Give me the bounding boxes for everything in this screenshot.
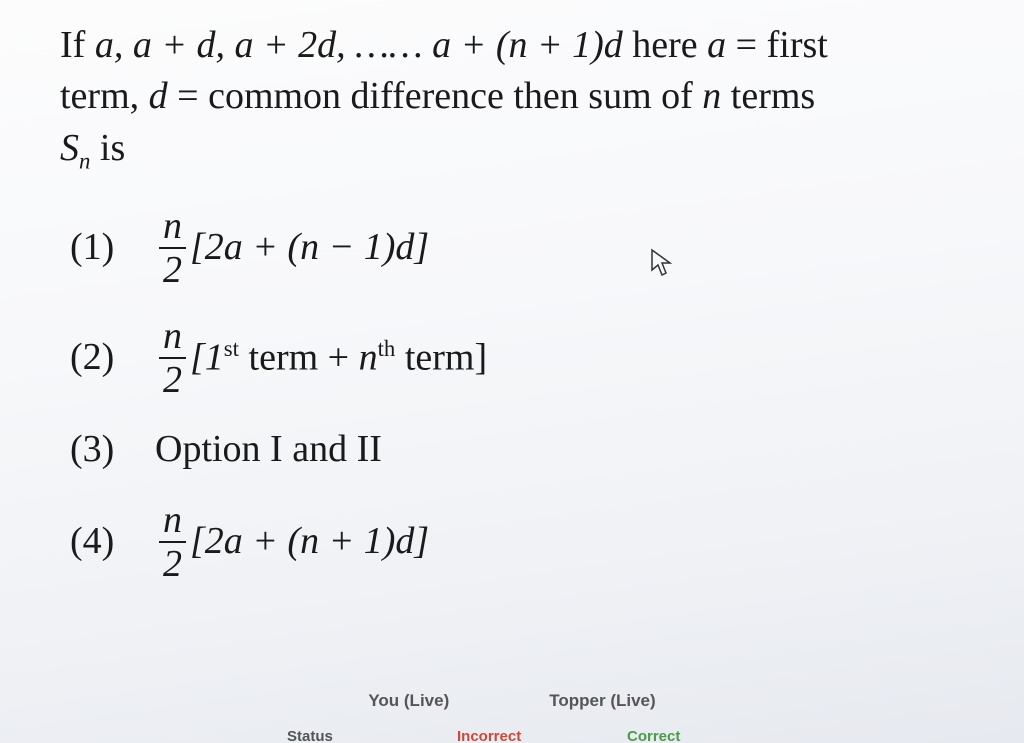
option-body: [2a + (n − 1)d] — [190, 225, 429, 271]
q-text: here — [623, 24, 707, 66]
q-d: d — [149, 75, 168, 117]
frac-num: n — [159, 207, 186, 245]
option-body: Option I and II — [155, 427, 382, 473]
option-body: [1st term + nth term] — [190, 335, 487, 381]
q-text: = first — [726, 24, 828, 66]
txt: Status — [287, 729, 333, 743]
topper-status: Correct — [627, 729, 737, 743]
q-Sn-n: n — [79, 148, 90, 173]
option-number: (4) — [70, 519, 155, 565]
frac-den: 2 — [159, 251, 186, 289]
question-text: If a, a + d, a + 2d, …… a + (n + 1)d her… — [60, 20, 964, 177]
frac-num: n — [159, 501, 186, 539]
status-label: Status — [287, 729, 397, 743]
q-Sn-S: S — [60, 127, 79, 169]
options-list: (1) n 2 [2a + (n − 1)d] (2) n 2 [1st ter… — [70, 207, 964, 583]
fraction: n 2 — [159, 317, 186, 399]
q-text: terms — [721, 75, 815, 117]
frac-den: 2 — [159, 545, 186, 583]
option-1[interactable]: (1) n 2 [2a + (n − 1)d] — [70, 207, 964, 289]
option-3[interactable]: (3) Option I and II — [70, 427, 964, 473]
superscript-st: st — [224, 336, 239, 361]
option-number: (2) — [70, 335, 155, 381]
q-text: term, — [60, 75, 149, 117]
txt: [1 — [190, 336, 224, 378]
txt: Incorrect — [457, 729, 521, 743]
fraction: n 2 — [159, 207, 186, 289]
superscript-th: th — [378, 336, 396, 361]
frac-den: 2 — [159, 361, 186, 399]
footer: You (Live) Topper (Live) Status Incorrec… — [0, 691, 1024, 743]
fraction: n 2 — [159, 501, 186, 583]
q-n: n — [702, 75, 721, 117]
q-is: is — [90, 127, 125, 169]
footer-status-row: Status Incorrect Correct — [0, 729, 1024, 743]
txt: term] — [395, 336, 487, 378]
option-4[interactable]: (4) n 2 [2a + (n + 1)d] — [70, 501, 964, 583]
q-text: = common difference then sum of — [168, 75, 703, 117]
option-body: [2a + (n + 1)d] — [190, 519, 429, 565]
footer-headers: You (Live) Topper (Live) — [0, 691, 1024, 711]
you-live-label: You (Live) — [368, 691, 449, 711]
frac-num: n — [159, 317, 186, 355]
q-text: If — [60, 24, 95, 66]
txt: Correct — [627, 729, 680, 743]
you-status: Incorrect — [457, 729, 567, 743]
topper-live-label: Topper (Live) — [549, 691, 655, 711]
txt: term + — [239, 336, 359, 378]
q-seq: a, a + d, a + 2d, …… a + (n + 1)d — [95, 24, 623, 66]
option-number: (3) — [70, 427, 155, 473]
option-2[interactable]: (2) n 2 [1st term + nth term] — [70, 317, 964, 399]
txt-n: n — [359, 336, 378, 378]
question-page: If a, a + d, a + 2d, …… a + (n + 1)d her… — [0, 0, 1024, 743]
q-a: a — [707, 24, 726, 66]
option-number: (1) — [70, 225, 155, 271]
